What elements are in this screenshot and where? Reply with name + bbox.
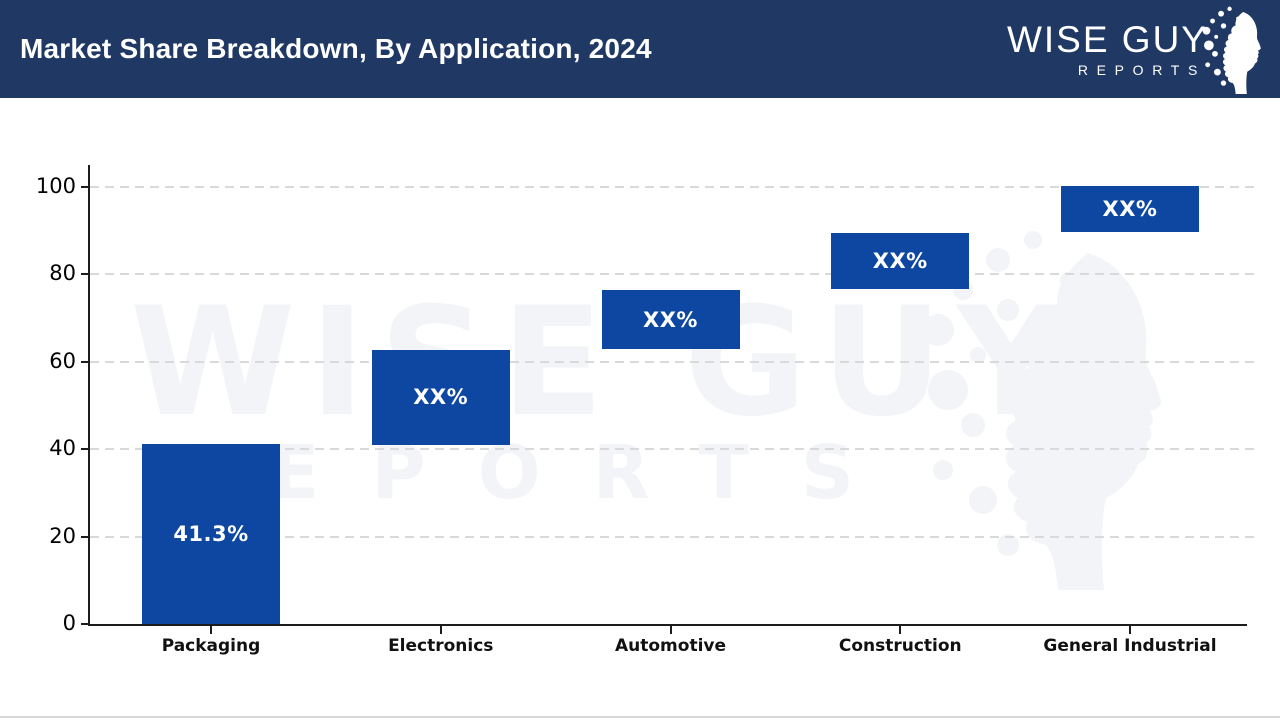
bar-value-label: XX%	[643, 307, 698, 332]
x-tick-mark	[1129, 626, 1131, 634]
bar-automotive: XX%	[601, 290, 740, 350]
gridline-80	[90, 273, 1258, 276]
x-tick-mark	[210, 626, 212, 634]
category-label-construction: Construction	[838, 636, 962, 656]
plot: 0 20 40 60 80 100 41.3% Packaging XX% Electronics…	[0, 98, 1280, 716]
category-label-electronics: Electronics	[388, 636, 494, 656]
header: Market Share Breakdown, By Application, …	[0, 0, 1280, 98]
bottom-border	[0, 716, 1280, 718]
x-tick-mark	[439, 626, 442, 634]
y-tick-label: 80	[49, 261, 76, 286]
bar-value-label: XX%	[1102, 196, 1158, 221]
gridline-20	[90, 535, 1258, 538]
x-tick-mark	[899, 626, 902, 634]
category-label-automotive: Automotive	[614, 636, 727, 656]
category-label-packaging: Packaging	[161, 636, 261, 656]
bar-construction: XX%	[831, 232, 970, 289]
y-axis	[88, 165, 90, 626]
bar-value-label: XX%	[872, 248, 928, 273]
x-axis	[88, 624, 1247, 626]
bar-value-label: 41.3%	[173, 521, 249, 546]
y-tick-mark	[81, 623, 89, 625]
y-tick-mark	[81, 186, 89, 188]
bar-general-industrial: XX%	[1061, 185, 1199, 232]
y-tick-label: 40	[49, 436, 76, 461]
y-tick-mark	[81, 448, 89, 451]
x-tick-mark	[669, 626, 672, 634]
y-tick-mark	[81, 535, 89, 538]
y-tick-label: 100	[35, 174, 76, 198]
bar-packaging: 41.3%	[142, 443, 280, 624]
category-label-general-industrial: General Industrial	[1043, 636, 1217, 656]
logo-wordmark: WISE GUY	[1006, 19, 1208, 60]
page-title: Market Share Breakdown, By Application, …	[20, 33, 652, 64]
y-tick-mark	[81, 273, 89, 276]
gridline-100	[90, 186, 1258, 188]
y-tick-label: 60	[49, 348, 76, 373]
gridline-60	[90, 360, 1258, 363]
chart-area: WISE GUY REPORTS 0 20 40 60 80 100 41.3% Packag…	[0, 98, 1280, 716]
y-tick-mark	[81, 360, 89, 363]
bar-electronics: XX%	[371, 349, 510, 445]
brand-logo: WISE GUY REPORTS	[1007, 4, 1280, 94]
watermark-wordmark: WISE GUY	[130, 276, 1080, 450]
y-tick-label: 0	[62, 611, 76, 635]
logo-subtext: REPORTS	[1077, 62, 1206, 78]
bar-value-label: XX%	[413, 385, 469, 410]
logo-text: WISE GUY REPORTS	[1007, 21, 1208, 77]
gridline-40	[90, 448, 1258, 451]
y-tick-label: 20	[49, 523, 76, 548]
